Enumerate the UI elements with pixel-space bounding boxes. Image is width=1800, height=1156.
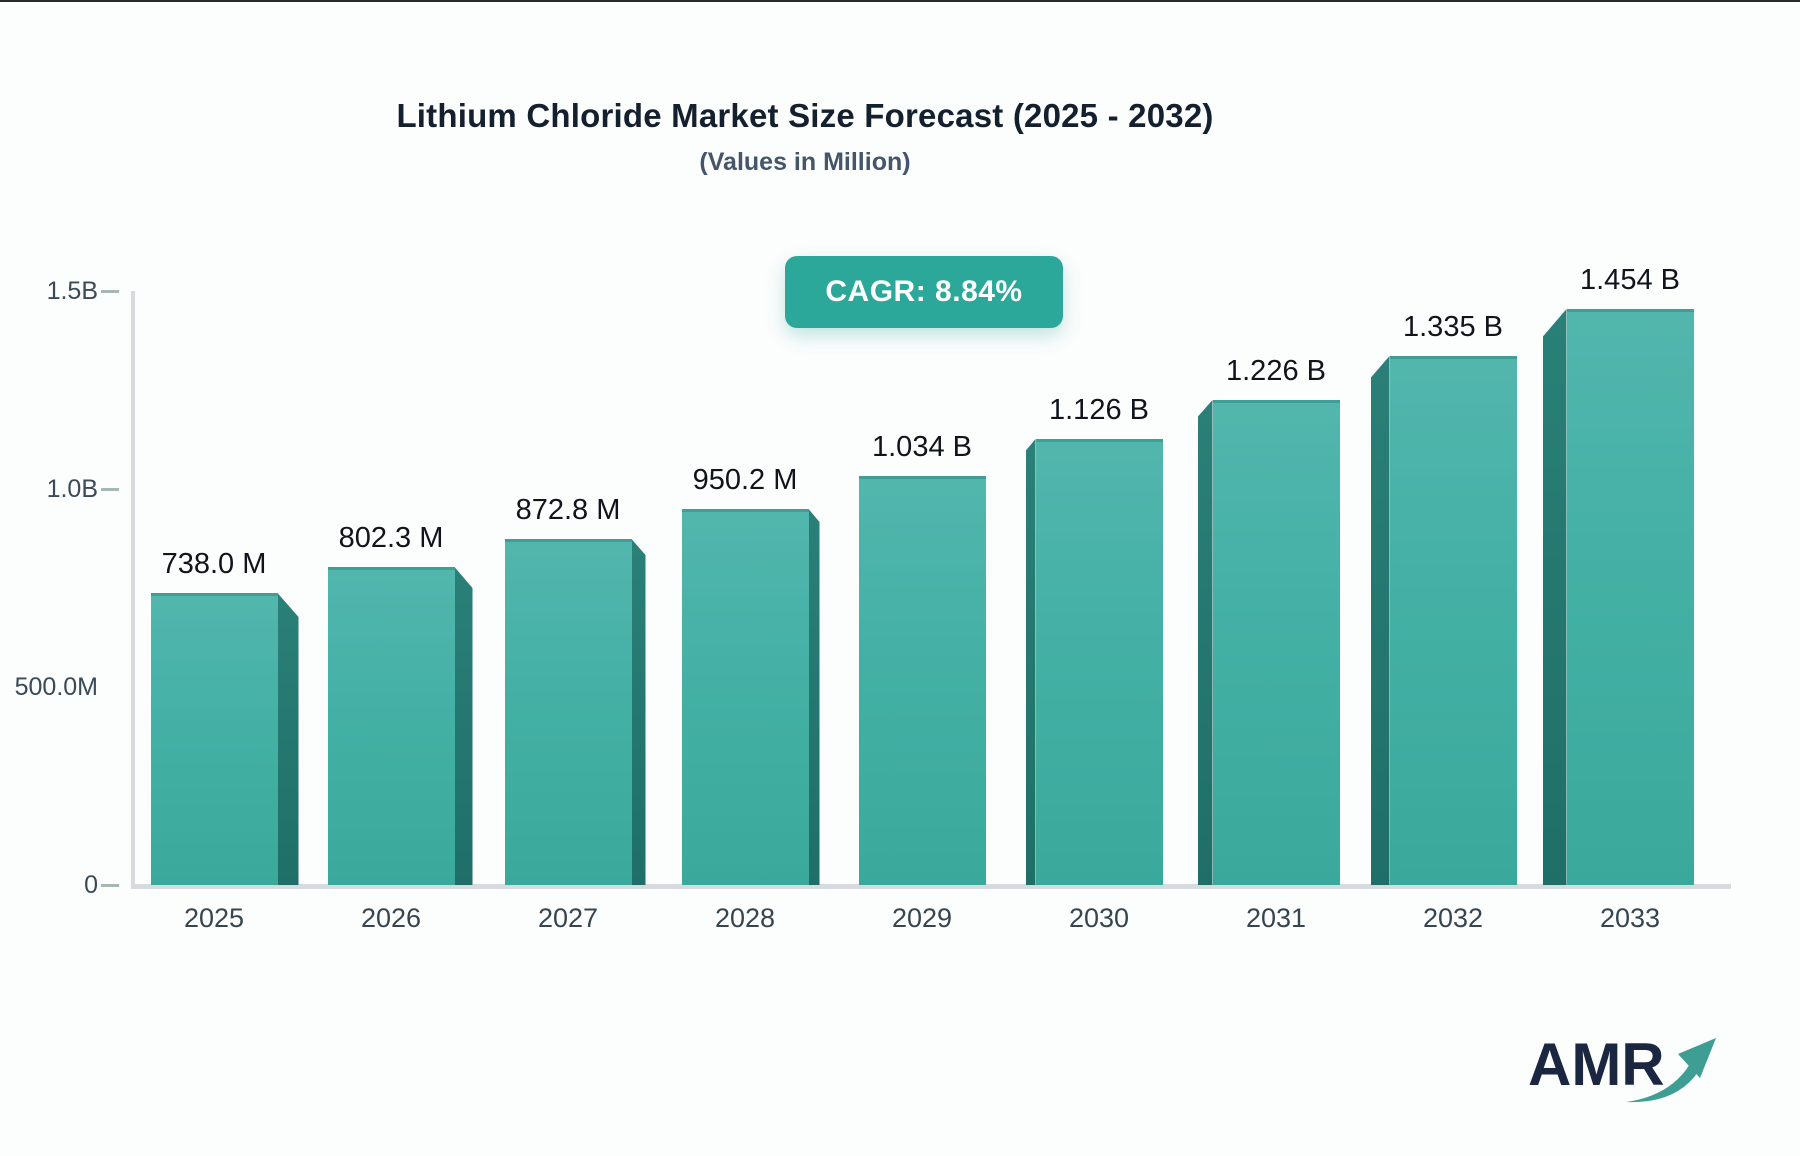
bar-value-label-2029: 1.034 B [872,431,972,463]
x-axis-label-2027: 2027 [537,903,599,933]
x-axis-label-2033: 2033 [1599,903,1661,933]
bar-2026[interactable] [327,567,455,885]
bar-value-label-2026: 802.3 M [338,522,444,554]
bar-side-panel-2032 [1370,356,1390,885]
bar-value-label-2028: 950.2 M [692,464,798,496]
amr-logo-text: AMR [1528,1031,1665,1098]
bar-2027[interactable] [504,539,632,885]
x-axis-label-2030: 2030 [1068,903,1130,933]
bar-2025[interactable] [150,593,278,885]
y-axis-line [131,291,135,887]
chart-title: Lithium Chloride Market Size Forecast (2… [396,97,1214,134]
bar-2028[interactable] [681,509,809,885]
y-tick-label: 500.0M [14,673,98,701]
bar-side-panel-2031 [1197,400,1213,885]
bar-2032[interactable] [1389,356,1517,885]
x-axis-label-2029: 2029 [891,903,953,933]
bar-2030[interactable] [1035,439,1163,885]
x-axis-label-2028: 2028 [714,903,776,933]
bar-side-panel-2030 [1025,439,1036,885]
growth-arrow-icon [1626,1038,1716,1103]
y-tick-label: 0 [84,871,98,899]
y-tick-label: 1.0B [46,475,98,503]
y-tick-label: 1.5B [46,277,98,305]
x-axis-label-2026: 2026 [360,903,422,933]
screenshot-top-border [0,0,1800,2]
bar-side-panel-2027 [631,539,646,885]
y-tick-dash [101,884,119,887]
bar-side-panel-2026 [454,567,473,885]
x-axis-baseline [131,884,1731,889]
bar-value-label-2033: 1.454 B [1580,264,1680,296]
y-tick-dash [101,488,119,491]
bar-value-label-2027: 872.8 M [515,494,621,526]
bar-2029[interactable] [858,476,986,885]
bar-2031[interactable] [1212,400,1340,885]
chart-subtitle: (Values in Million) [699,148,911,176]
x-axis-label-2025: 2025 [183,903,245,933]
amr-logo: AMR [1528,1030,1728,1114]
x-axis-label-2031: 2031 [1245,903,1307,933]
cagr-badge: CAGR: 8.84% [785,256,1063,328]
bar-value-label-2031: 1.226 B [1226,355,1326,387]
bar-side-panel-2025 [277,593,299,885]
bar-value-label-2025: 738.0 M [161,548,267,580]
bar-side-panel-2033 [1542,309,1567,885]
cagr-badge-label: CAGR: 8.84% [825,275,1023,308]
bar-value-label-2030: 1.126 B [1049,394,1149,426]
y-tick-dash [101,290,119,293]
bar-2033[interactable] [1566,309,1694,885]
x-axis-label-2032: 2032 [1422,903,1484,933]
bar-side-panel-2028 [808,509,820,885]
bar-value-label-2032: 1.335 B [1403,311,1503,343]
